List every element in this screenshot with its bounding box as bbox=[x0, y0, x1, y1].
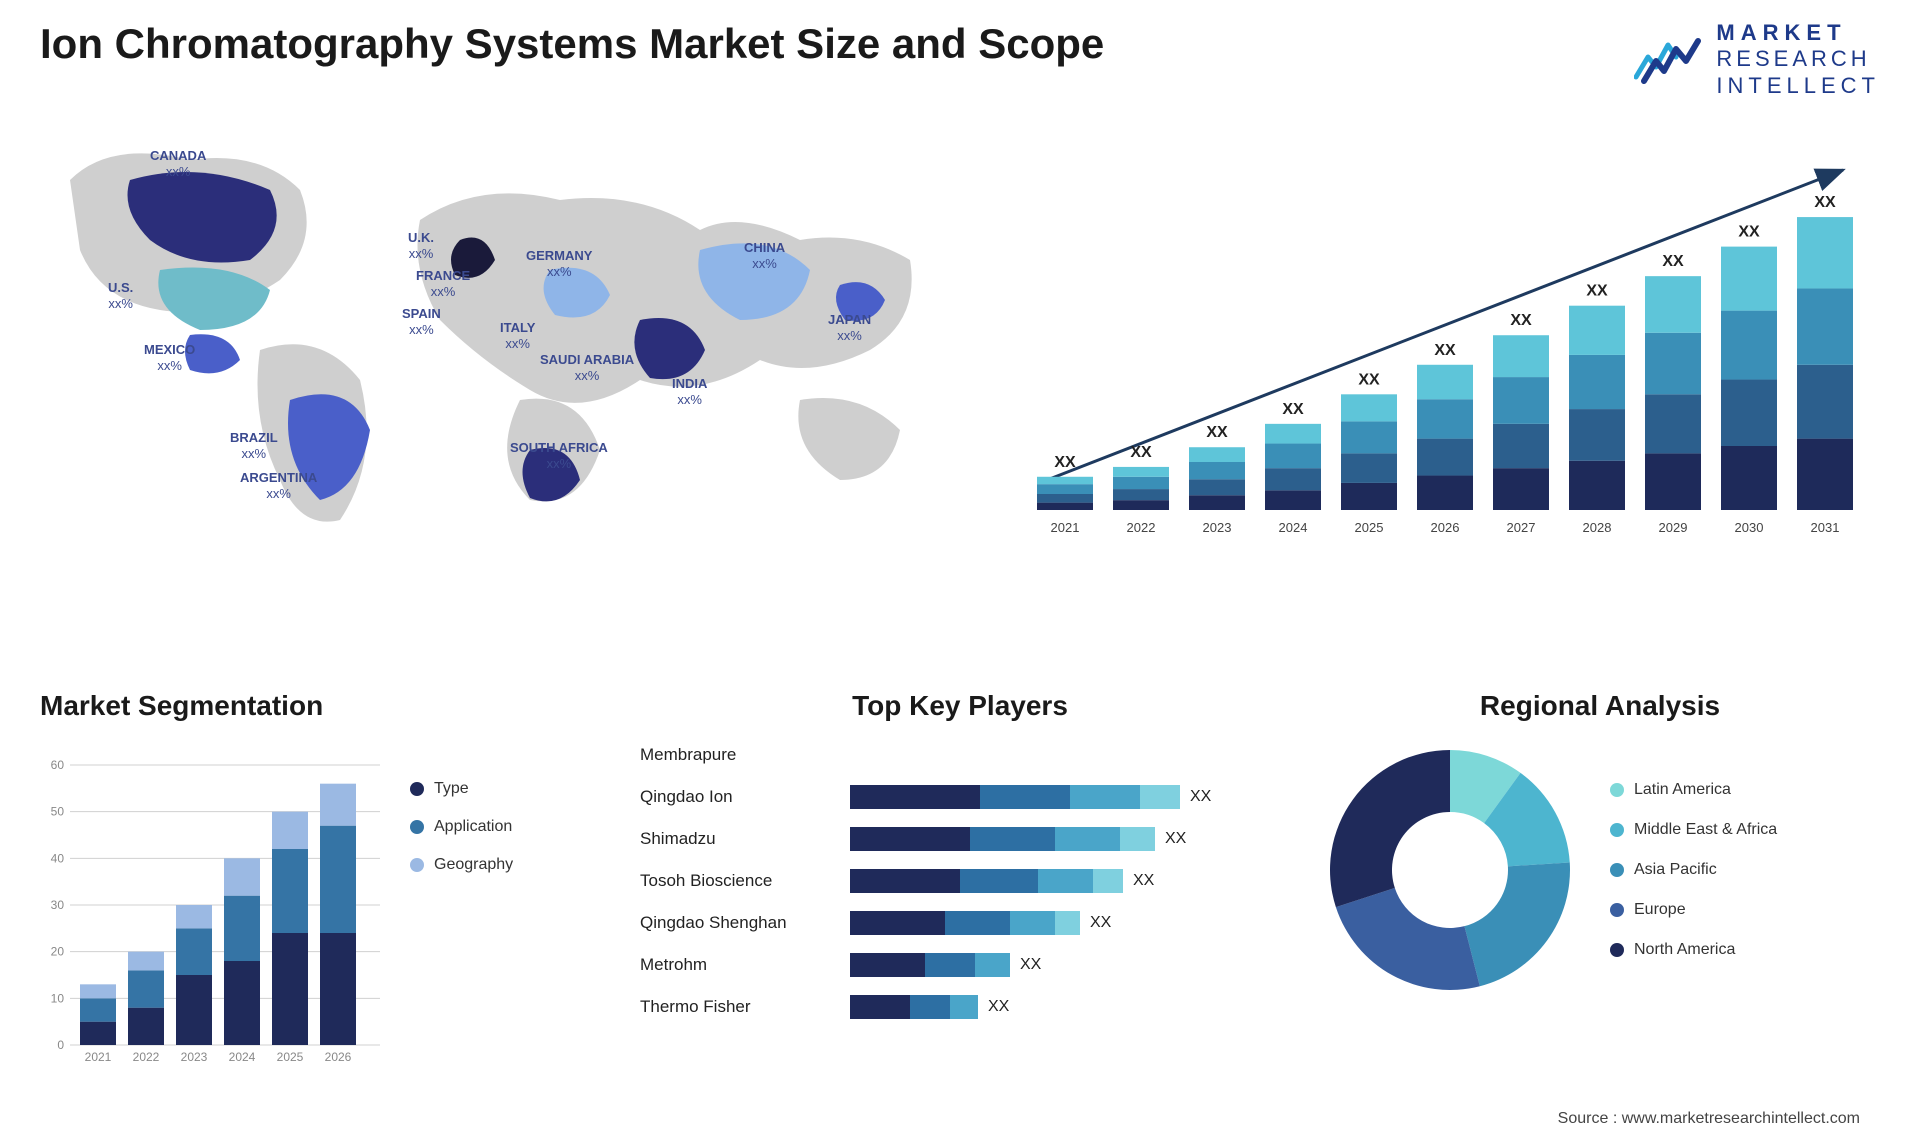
svg-text:2024: 2024 bbox=[1279, 520, 1308, 535]
keyplayer-label: Metrohm bbox=[640, 950, 830, 980]
map-label: GERMANYxx% bbox=[526, 248, 592, 279]
svg-text:2028: 2028 bbox=[1583, 520, 1612, 535]
svg-text:0: 0 bbox=[57, 1038, 64, 1052]
keyplayers-bars: XX XX XX XX XX XX bbox=[850, 740, 1280, 1022]
svg-text:20: 20 bbox=[51, 945, 65, 959]
header: Ion Chromatography Systems Market Size a… bbox=[40, 20, 1880, 99]
page-title: Ion Chromatography Systems Market Size a… bbox=[40, 20, 1104, 68]
svg-text:2022: 2022 bbox=[1127, 520, 1156, 535]
map-label: ITALYxx% bbox=[500, 320, 535, 351]
logo-text: MARKET RESEARCH INTELLECT bbox=[1716, 20, 1880, 99]
map-label: CANADAxx% bbox=[150, 148, 206, 179]
svg-text:2025: 2025 bbox=[277, 1050, 304, 1064]
svg-text:40: 40 bbox=[51, 851, 65, 865]
map-label: SPAINxx% bbox=[402, 306, 441, 337]
logo-icon bbox=[1634, 35, 1704, 85]
segmentation-chart-svg: 0 10 20 30 40 50 60 2021 2022 2023 2024 2025 2026 bbox=[40, 740, 380, 1070]
legend-item: Application bbox=[410, 818, 513, 836]
source-text: Source : www.marketresearchintellect.com bbox=[1558, 1110, 1860, 1128]
svg-text:XX: XX bbox=[1434, 342, 1456, 359]
legend-item: Type bbox=[410, 780, 513, 798]
regional-donut-svg bbox=[1320, 740, 1580, 1000]
svg-text:2024: 2024 bbox=[229, 1050, 256, 1064]
map-label: CHINAxx% bbox=[744, 240, 785, 271]
top-key-players: Top Key Players Membrapure Qingdao Ion Shi… bbox=[640, 690, 1280, 1110]
svg-text:2023: 2023 bbox=[181, 1050, 208, 1064]
map-label: MEXICOxx% bbox=[144, 342, 195, 373]
keyplayer-row: XX bbox=[850, 782, 1280, 812]
svg-text:2021: 2021 bbox=[85, 1050, 112, 1064]
svg-text:2026: 2026 bbox=[325, 1050, 352, 1064]
svg-text:2021: 2021 bbox=[1051, 520, 1080, 535]
growth-chart: XX 2021 XX 2022 XX 2023 XX 2024 XX 2025 XX 2026 XX 20… bbox=[1010, 150, 1880, 560]
svg-text:2023: 2023 bbox=[1203, 520, 1232, 535]
svg-text:XX: XX bbox=[1662, 253, 1684, 270]
svg-text:XX: XX bbox=[1206, 424, 1228, 441]
keyplayer-label: Membrapure bbox=[640, 740, 830, 770]
segmentation-title: Market Segmentation bbox=[40, 690, 600, 722]
keyplayer-label: Tosoh Bioscience bbox=[640, 866, 830, 896]
svg-text:2025: 2025 bbox=[1355, 520, 1384, 535]
legend-item: Middle East & Africa bbox=[1610, 821, 1777, 839]
legend-item: Asia Pacific bbox=[1610, 861, 1777, 879]
keyplayer-row: XX bbox=[850, 866, 1280, 896]
svg-text:2022: 2022 bbox=[133, 1050, 160, 1064]
svg-text:2030: 2030 bbox=[1735, 520, 1764, 535]
svg-text:30: 30 bbox=[51, 898, 65, 912]
map-label: U.K.xx% bbox=[408, 230, 434, 261]
svg-text:50: 50 bbox=[51, 805, 65, 819]
brand-logo: MARKET RESEARCH INTELLECT bbox=[1634, 20, 1880, 99]
svg-text:10: 10 bbox=[51, 991, 65, 1005]
svg-text:XX: XX bbox=[1054, 454, 1076, 471]
legend-item: North America bbox=[1610, 941, 1777, 959]
svg-text:XX: XX bbox=[1586, 283, 1608, 300]
world-map: CANADAxx% U.S.xx% MEXICOxx% BRAZILxx% ARGENT… bbox=[40, 120, 960, 540]
regional-legend: Latin America Middle East & Africa Asia Pa… bbox=[1610, 781, 1777, 959]
market-segmentation: Market Segmentation 0 10 20 30 40 50 60 2021 202… bbox=[40, 690, 600, 1110]
map-label: FRANCExx% bbox=[416, 268, 470, 299]
keyplayer-row bbox=[850, 740, 1280, 770]
map-label: U.S.xx% bbox=[108, 280, 133, 311]
keyplayer-row: XX bbox=[850, 908, 1280, 938]
keyplayers-labels: Membrapure Qingdao Ion Shimadzu Tosoh Biosc… bbox=[640, 740, 830, 1022]
keyplayers-title: Top Key Players bbox=[640, 690, 1280, 722]
keyplayer-label: Qingdao Shenghan bbox=[640, 908, 830, 938]
map-label: BRAZILxx% bbox=[230, 430, 278, 461]
map-label: SOUTH AFRICAxx% bbox=[510, 440, 608, 471]
svg-text:XX: XX bbox=[1738, 224, 1760, 241]
map-label: SAUDI ARABIAxx% bbox=[540, 352, 634, 383]
keyplayer-row: XX bbox=[850, 992, 1280, 1022]
keyplayer-label: Qingdao Ion bbox=[640, 782, 830, 812]
map-label: INDIAxx% bbox=[672, 376, 707, 407]
legend-item: Geography bbox=[410, 856, 513, 874]
keyplayer-label: Thermo Fisher bbox=[640, 992, 830, 1022]
svg-text:60: 60 bbox=[51, 758, 65, 772]
svg-text:XX: XX bbox=[1358, 371, 1380, 388]
svg-text:2026: 2026 bbox=[1431, 520, 1460, 535]
legend-item: Europe bbox=[1610, 901, 1777, 919]
map-label: JAPANxx% bbox=[828, 312, 871, 343]
keyplayer-label: Shimadzu bbox=[640, 824, 830, 854]
svg-text:2029: 2029 bbox=[1659, 520, 1688, 535]
keyplayer-row: XX bbox=[850, 950, 1280, 980]
svg-text:XX: XX bbox=[1130, 444, 1152, 461]
regional-analysis: Regional Analysis Latin America Middle Ea… bbox=[1320, 690, 1880, 1110]
growth-chart-svg: XX 2021 XX 2022 XX 2023 XX 2024 XX 2025 XX 2026 XX 20… bbox=[1010, 150, 1880, 560]
svg-text:2027: 2027 bbox=[1507, 520, 1536, 535]
svg-text:2031: 2031 bbox=[1811, 520, 1840, 535]
svg-text:XX: XX bbox=[1814, 194, 1836, 211]
svg-text:XX: XX bbox=[1282, 401, 1304, 418]
legend-item: Latin America bbox=[1610, 781, 1777, 799]
keyplayer-row: XX bbox=[850, 824, 1280, 854]
segmentation-legend: Type Application Geography bbox=[410, 740, 513, 1070]
map-label: ARGENTINAxx% bbox=[240, 470, 317, 501]
svg-text:XX: XX bbox=[1510, 312, 1532, 329]
regional-title: Regional Analysis bbox=[1320, 690, 1880, 722]
